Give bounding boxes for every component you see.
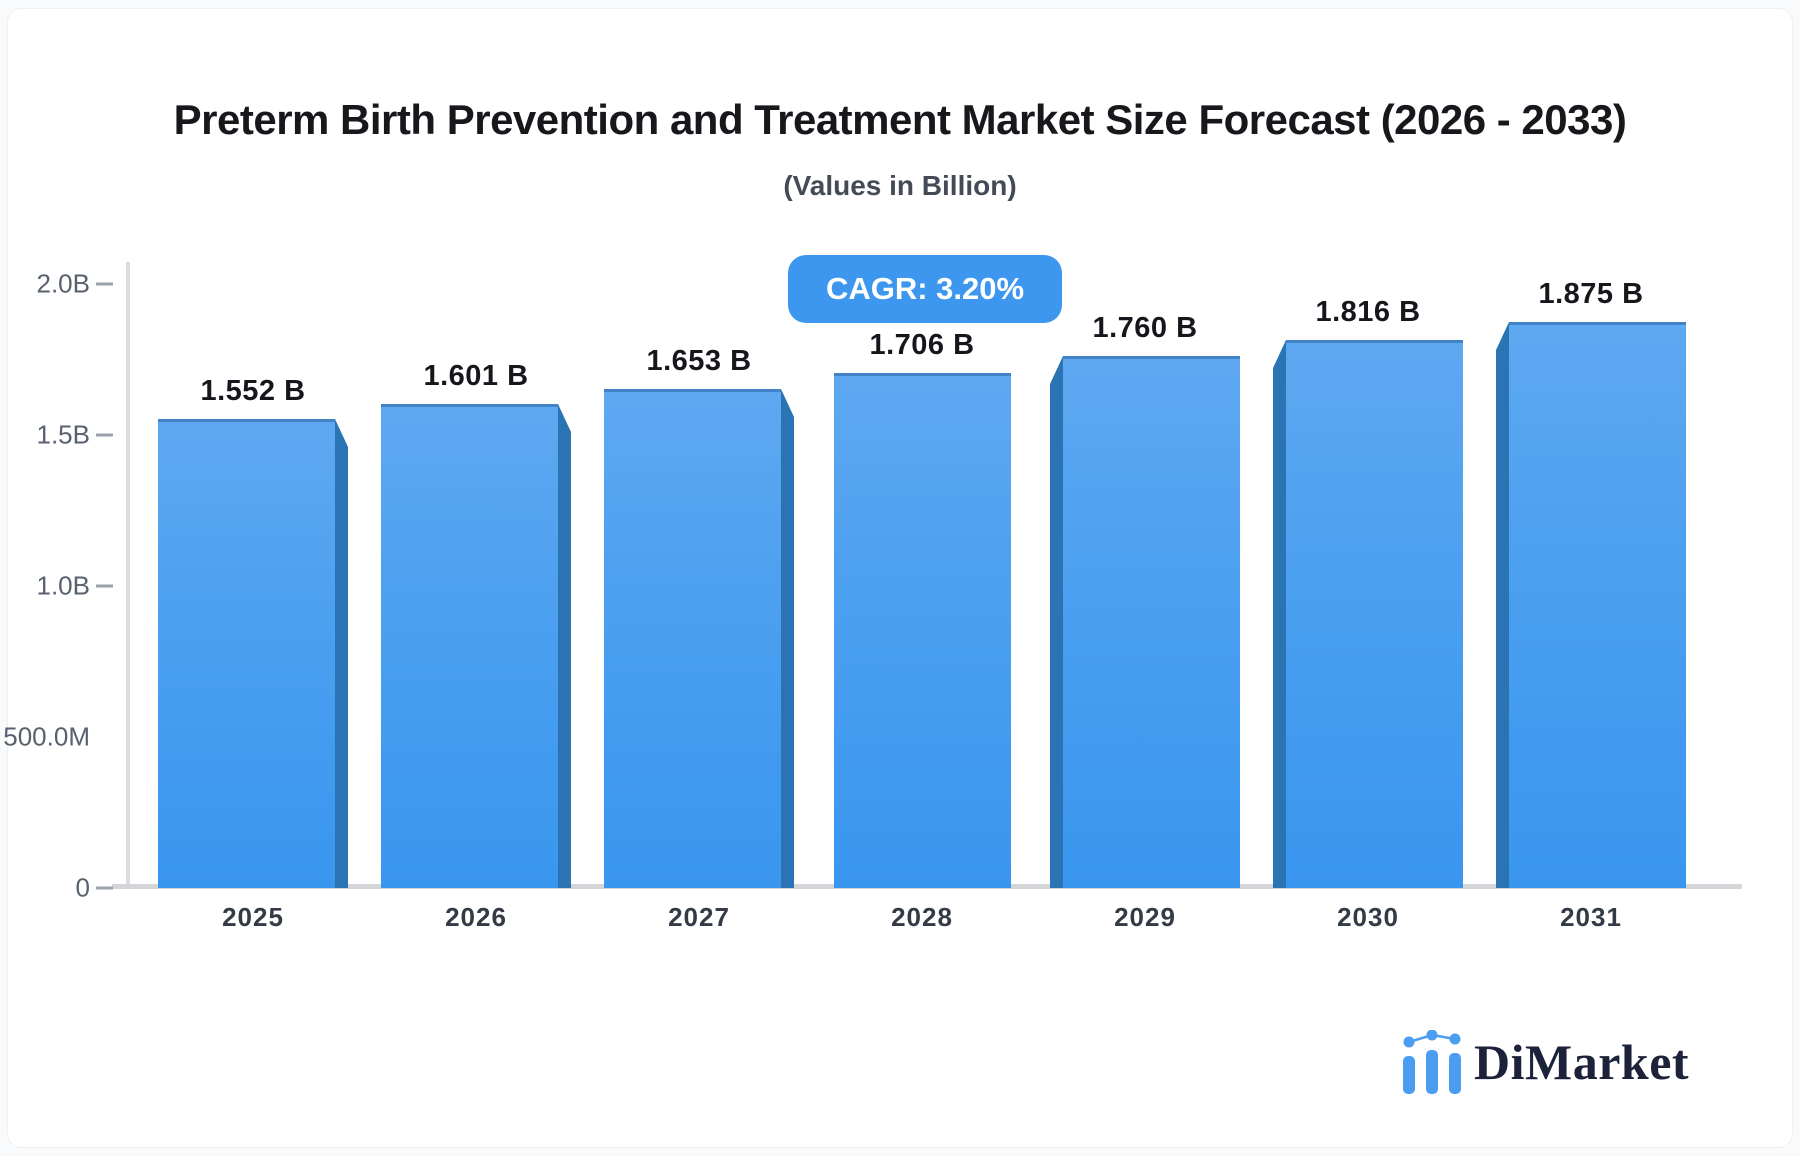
x-axis-label-2030: 2030 xyxy=(1337,902,1399,932)
x-axis-label-2027: 2027 xyxy=(668,902,730,932)
bar-face xyxy=(1286,340,1463,888)
y-axis-tick-mark xyxy=(96,584,113,588)
bar-3d-side xyxy=(558,404,571,888)
y-axis-tick-mark xyxy=(96,886,113,890)
bar-chart-logo-icon xyxy=(1403,1030,1461,1094)
bar-3d-side xyxy=(1050,356,1063,888)
y-axis-tick-label: 1.0B xyxy=(36,570,91,601)
bar-2025 xyxy=(158,419,348,888)
y-axis-tick-mark xyxy=(96,282,113,286)
bar-value-label: 1.816 B xyxy=(1315,296,1421,328)
bar-2027 xyxy=(604,389,794,888)
bar-value-label: 1.875 B xyxy=(1538,278,1644,310)
y-axis-tick-label: 1.5B xyxy=(36,419,91,450)
bar-face xyxy=(381,404,558,888)
bar-2028 xyxy=(834,373,1011,888)
y-axis-line xyxy=(126,262,130,888)
bar-3d-side xyxy=(335,419,348,888)
x-axis-label-2029: 2029 xyxy=(1114,902,1176,932)
brand-logo: DiMarket xyxy=(1402,1030,1689,1094)
x-axis-label-2031: 2031 xyxy=(1560,902,1622,932)
y-axis-tick-label: 0 xyxy=(75,872,90,903)
bar-3d-side xyxy=(1273,340,1286,888)
x-axis-label-2028: 2028 xyxy=(891,902,953,932)
bar-3d-side xyxy=(781,389,794,888)
x-axis-label-2025: 2025 xyxy=(222,902,284,932)
bar-2031 xyxy=(1496,322,1686,888)
cagr-badge-label: CAGR: 3.20% xyxy=(825,271,1025,306)
y-axis-tick-label: 500.0M xyxy=(3,721,90,752)
bar-2030 xyxy=(1273,340,1463,888)
bar-face xyxy=(1063,356,1240,888)
bar-face xyxy=(158,419,335,888)
bar-3d-side xyxy=(1496,322,1509,888)
bar-value-label: 1.653 B xyxy=(646,345,752,377)
bar-2026 xyxy=(381,404,571,888)
y-axis-tick-mark xyxy=(96,433,113,437)
bar-face xyxy=(834,373,1011,888)
brand-logo-text: DiMarket xyxy=(1474,1034,1690,1090)
bar-value-label: 1.706 B xyxy=(869,329,975,361)
bar-face xyxy=(1509,322,1686,888)
y-axis-tick-label: 2.0B xyxy=(36,268,91,299)
x-axis-label-2026: 2026 xyxy=(445,902,507,932)
cagr-badge: CAGR: 3.20% xyxy=(788,255,1062,323)
chart-subtitle: (Values in Billion) xyxy=(783,170,1017,201)
bar-value-label: 1.760 B xyxy=(1092,312,1198,344)
bar-face xyxy=(604,389,781,888)
chart-title: Preterm Birth Prevention and Treatment M… xyxy=(173,96,1627,143)
bar-value-label: 1.552 B xyxy=(200,375,306,407)
bar-value-label: 1.601 B xyxy=(423,360,529,392)
bar-2029 xyxy=(1050,356,1240,888)
